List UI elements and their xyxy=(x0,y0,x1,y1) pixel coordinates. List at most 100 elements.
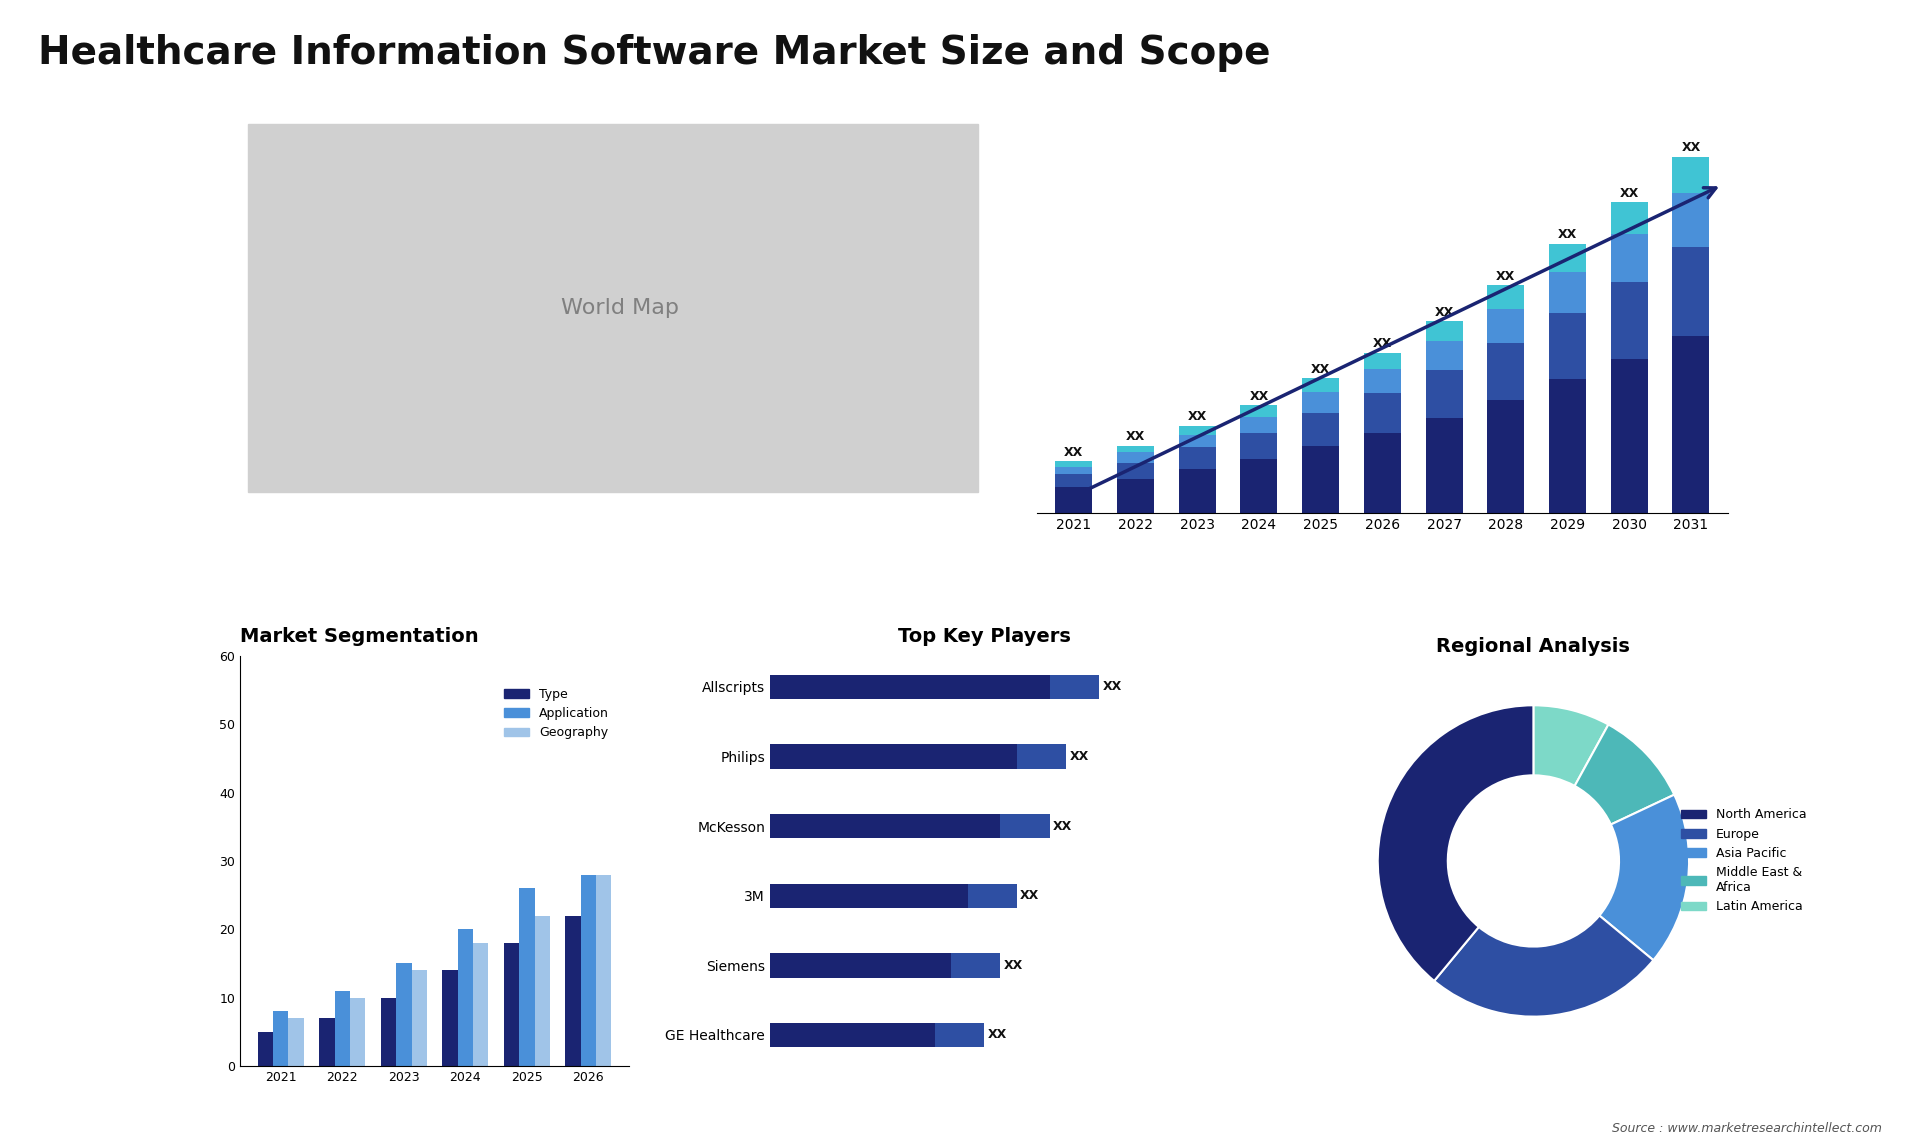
Bar xyxy=(1425,321,1463,340)
Bar xyxy=(1056,462,1092,466)
Bar xyxy=(770,953,950,978)
Bar xyxy=(472,943,488,1066)
Text: XX: XX xyxy=(1125,431,1144,444)
Bar xyxy=(1000,814,1050,839)
Bar xyxy=(1302,392,1338,413)
Bar xyxy=(1363,433,1402,512)
Bar xyxy=(1056,466,1092,474)
Bar xyxy=(1056,487,1092,512)
Bar xyxy=(1611,359,1647,512)
Bar xyxy=(1549,313,1586,379)
Bar xyxy=(319,1018,334,1066)
Wedge shape xyxy=(1379,705,1534,981)
Bar xyxy=(534,916,549,1066)
Bar xyxy=(1240,458,1277,512)
Bar xyxy=(564,916,580,1066)
Bar xyxy=(968,884,1018,908)
Wedge shape xyxy=(1534,705,1609,786)
Text: XX: XX xyxy=(1102,681,1121,693)
Bar xyxy=(1488,344,1524,400)
Text: XX: XX xyxy=(1064,446,1083,458)
Text: XX: XX xyxy=(1434,306,1453,319)
Bar xyxy=(273,1011,288,1066)
Text: XX: XX xyxy=(1004,959,1023,972)
Bar xyxy=(1117,446,1154,453)
Bar xyxy=(1363,369,1402,393)
Bar xyxy=(1425,370,1463,418)
Text: XX: XX xyxy=(1188,410,1208,423)
Bar xyxy=(1179,447,1215,469)
Bar xyxy=(770,814,1000,839)
Bar xyxy=(1672,157,1709,194)
Wedge shape xyxy=(1434,916,1653,1017)
Bar xyxy=(1611,234,1647,282)
Bar xyxy=(288,1018,303,1066)
Bar xyxy=(396,964,411,1066)
Bar xyxy=(1240,406,1277,416)
Bar xyxy=(503,943,518,1066)
Text: XX: XX xyxy=(1054,819,1073,833)
Text: Market Segmentation: Market Segmentation xyxy=(240,627,478,646)
Text: XX: XX xyxy=(1069,749,1089,763)
Text: Healthcare Information Software Market Size and Scope: Healthcare Information Software Market S… xyxy=(38,34,1271,72)
Bar xyxy=(1488,400,1524,512)
Text: XX: XX xyxy=(987,1028,1006,1042)
Bar xyxy=(935,1022,985,1047)
Bar xyxy=(580,874,595,1066)
Bar xyxy=(1425,418,1463,512)
Legend: Type, Application, Geography: Type, Application, Geography xyxy=(499,683,614,745)
Bar xyxy=(1672,194,1709,248)
Bar xyxy=(1302,378,1338,392)
Bar xyxy=(334,990,349,1066)
Bar xyxy=(770,1022,935,1047)
Bar xyxy=(595,874,611,1066)
Text: World Map: World Map xyxy=(561,298,680,317)
Text: XX: XX xyxy=(1496,269,1515,283)
Bar xyxy=(1672,248,1709,336)
Bar xyxy=(1549,272,1586,313)
Bar xyxy=(1117,479,1154,512)
Bar xyxy=(1056,474,1092,487)
Bar xyxy=(1549,244,1586,272)
Bar xyxy=(1488,308,1524,344)
Bar xyxy=(1302,446,1338,512)
Text: XX: XX xyxy=(1557,228,1576,242)
Title: Regional Analysis: Regional Analysis xyxy=(1436,637,1630,657)
Bar xyxy=(1179,425,1215,434)
Bar xyxy=(1549,379,1586,512)
Bar xyxy=(1050,675,1100,699)
Bar xyxy=(1117,453,1154,463)
Legend: North America, Europe, Asia Pacific, Middle East &
Africa, Latin America: North America, Europe, Asia Pacific, Mid… xyxy=(1676,803,1811,918)
Bar xyxy=(1611,282,1647,359)
Bar xyxy=(257,1031,273,1066)
Wedge shape xyxy=(1599,794,1690,960)
Bar xyxy=(1018,745,1066,769)
Bar xyxy=(380,997,396,1066)
Text: XX: XX xyxy=(1020,889,1039,902)
Bar xyxy=(1240,416,1277,433)
Bar xyxy=(1179,469,1215,512)
Bar xyxy=(1672,336,1709,512)
Text: XX: XX xyxy=(1250,390,1269,402)
Bar xyxy=(950,953,1000,978)
Wedge shape xyxy=(1574,724,1674,824)
Text: Source : www.marketresearchintellect.com: Source : www.marketresearchintellect.com xyxy=(1611,1122,1882,1135)
Bar xyxy=(1363,353,1402,369)
Text: XX: XX xyxy=(1373,337,1392,350)
Bar xyxy=(442,971,457,1066)
Bar xyxy=(1117,463,1154,479)
Bar xyxy=(770,745,1018,769)
Bar xyxy=(1240,433,1277,458)
Bar xyxy=(1179,434,1215,447)
Bar xyxy=(1488,285,1524,308)
Bar xyxy=(770,675,1050,699)
Text: XX: XX xyxy=(1682,141,1701,154)
Bar xyxy=(1302,413,1338,446)
Bar xyxy=(770,884,968,908)
Bar xyxy=(1425,340,1463,370)
Bar xyxy=(1611,202,1647,234)
Bar xyxy=(411,971,426,1066)
Title: Top Key Players: Top Key Players xyxy=(897,627,1071,646)
Text: XX: XX xyxy=(1311,363,1331,376)
Bar xyxy=(457,929,472,1066)
